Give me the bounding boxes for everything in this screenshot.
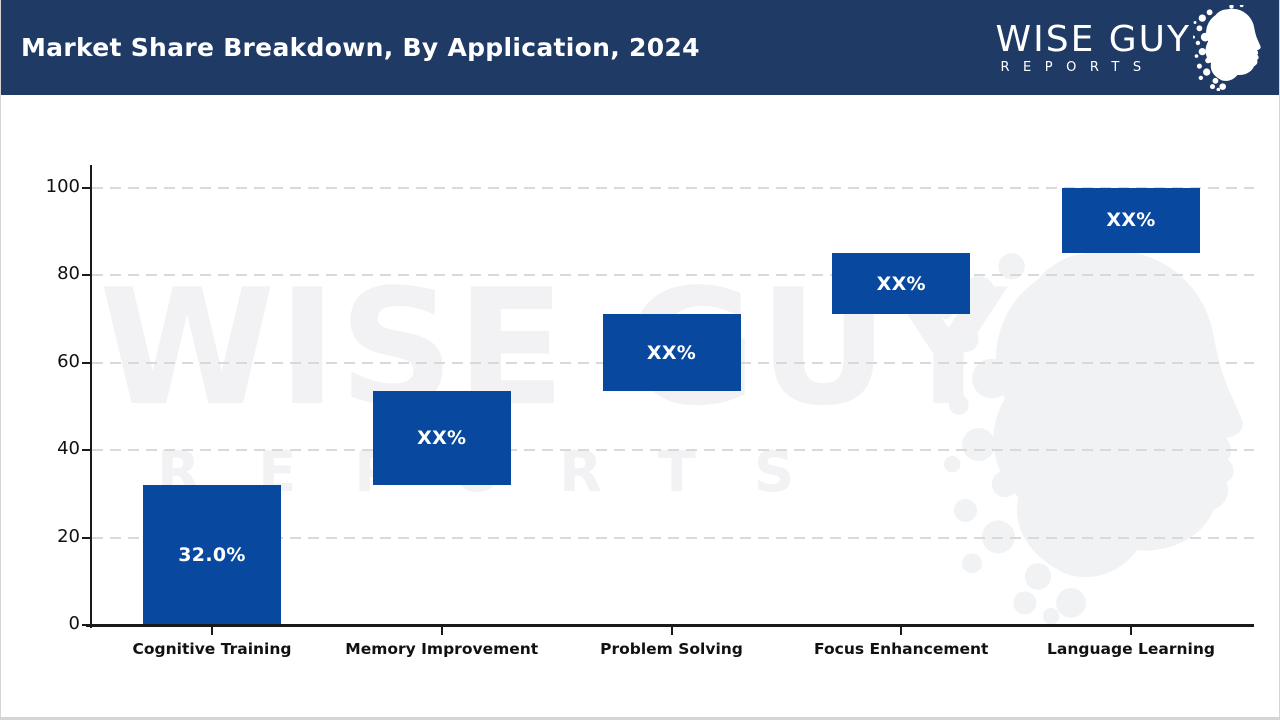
bar: XX% [1062,187,1200,254]
bar-value-label: XX% [876,272,926,295]
x-axis-tick [440,627,443,635]
bar: 32.0% [143,485,281,625]
bar: XX% [602,314,741,391]
y-tick-label: 80 [57,263,80,284]
y-tick-label: 100 [45,175,80,197]
header: Market Share Breakdown, By Application, … [1,0,1279,95]
y-axis-line [90,165,92,628]
x-category-label: Language Learning [1047,640,1215,658]
bar: XX% [372,390,511,485]
background-watermark-head-icon [939,222,1269,634]
x-axis-tick [900,627,903,635]
bar-value-label: 32.0% [178,544,246,566]
y-tick-label: 60 [57,350,80,372]
x-category-label: Memory Improvement [345,640,539,658]
y-tick-label: 40 [57,438,80,459]
logo-brand-top: WISE GUY [995,18,1191,60]
x-axis-tick [1130,627,1132,635]
y-axis-tick [82,449,91,451]
logo-brand-bottom: REPORTS [1000,59,1155,75]
x-axis-line [86,624,1254,627]
bar-value-label: XX% [1106,209,1156,232]
x-category-label: Cognitive Training [132,640,292,658]
gridline [92,536,1254,539]
bar: XX% [832,253,971,315]
x-category-label: Focus Enhancement [814,640,989,658]
gridline [92,186,1254,189]
wiseguy-head-icon [1193,5,1267,91]
page-title: Market Share Breakdown, By Application, … [21,33,700,62]
y-axis-tick [82,274,91,276]
x-category-label: Problem Solving [600,640,743,658]
y-axis-tick [82,361,91,364]
x-axis-tick [211,627,213,635]
x-axis-tick [670,627,673,635]
gridline [92,274,1254,276]
wiseguy-logo-text: WISE GUY REPORTS [995,18,1192,75]
bar-value-label: XX% [646,341,697,364]
gridline [92,449,1254,451]
y-tick-label: 20 [57,525,80,547]
y-tick-label: 0 [68,613,80,634]
bar-value-label: XX% [417,426,467,449]
wiseguy-logo: WISE GUY REPORTS [996,5,1268,91]
y-axis-tick [82,536,91,539]
y-axis-tick [82,186,91,189]
